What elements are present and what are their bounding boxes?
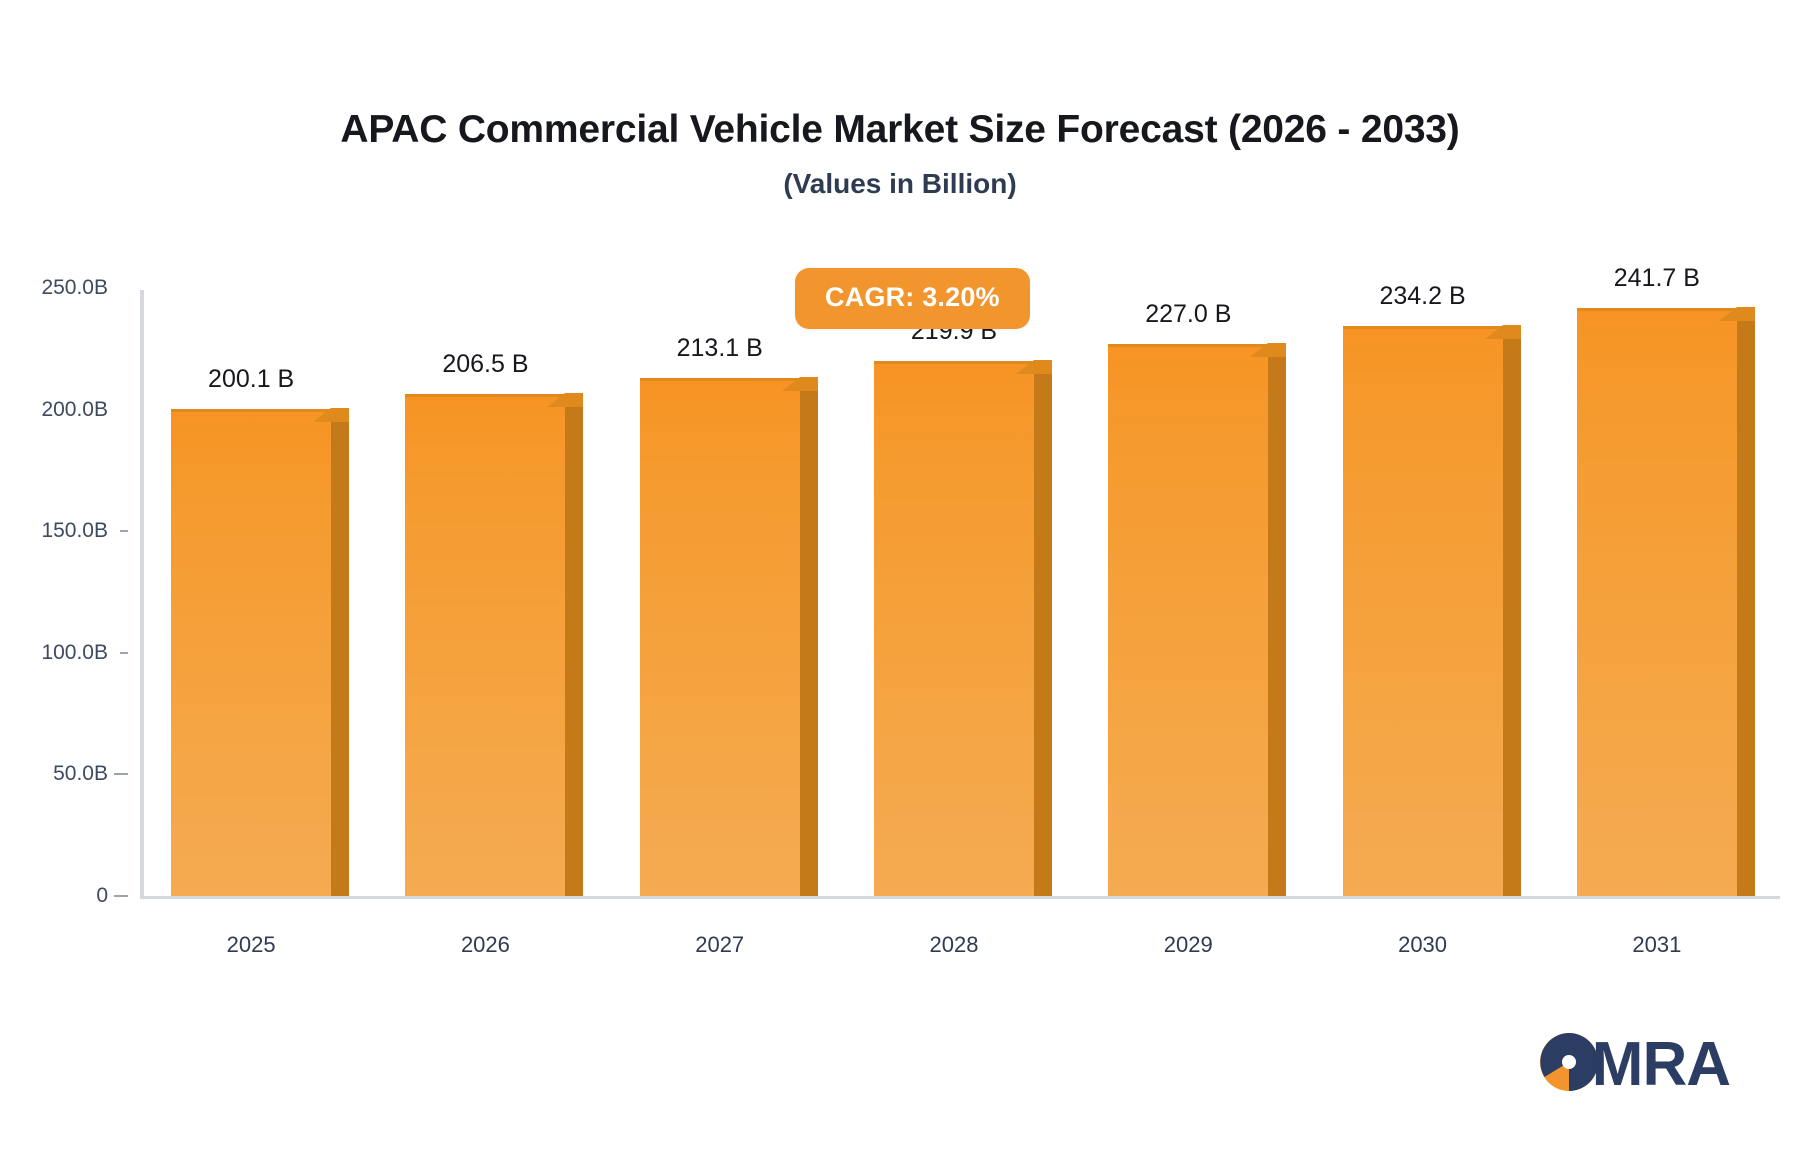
bar-top-edge: [171, 409, 332, 413]
bar[interactable]: [405, 392, 584, 896]
x-axis-tick-label: 2031: [1632, 932, 1682, 957]
bar-value-label: 241.7 B: [1613, 264, 1700, 293]
bar[interactable]: [1108, 342, 1287, 896]
x-axis-tick-label: 2029: [1163, 932, 1213, 957]
y-axis-tick-label: 250.0B: [41, 276, 108, 299]
bar-value-label: 200.1 B: [208, 365, 295, 394]
bar-top-edge: [405, 393, 566, 397]
brand-logo: MRA: [1536, 1029, 1731, 1100]
bar-side-face: [565, 405, 584, 896]
bar[interactable]: [1342, 325, 1521, 896]
x-axis-tick-label: 2027: [695, 932, 745, 957]
bar-top-edge: [1576, 308, 1737, 312]
y-axis-tick-label: 100.0B: [41, 640, 108, 664]
bar-value-label: 213.1 B: [676, 333, 763, 362]
x-axis-tick-label: 2030: [1398, 932, 1448, 957]
bar-face: [639, 377, 800, 896]
bar-face: [1342, 326, 1503, 896]
bar-side-face: [1034, 373, 1052, 896]
bar-side-face: [1502, 338, 1521, 896]
y-axis-line: [140, 290, 144, 898]
pie-chart-icon: [1536, 1029, 1602, 1100]
bar-side-face: [1268, 355, 1287, 896]
bar-value-label: 206.5 B: [442, 349, 529, 378]
x-axis-tick-label: 2028: [929, 932, 979, 957]
bar-top-edge: [1108, 343, 1269, 347]
y-axis-tick-label: 50.0B: [53, 762, 108, 786]
bar[interactable]: [639, 376, 818, 896]
y-axis-tick-mark: [114, 895, 128, 897]
bar[interactable]: [171, 408, 350, 896]
x-axis-line: [140, 896, 1780, 899]
bar-value-label: 234.2 B: [1379, 282, 1466, 311]
y-axis-tick-label: 150.0B: [41, 519, 108, 543]
bar-value-label: 227.0 B: [1145, 299, 1232, 328]
bar-face: [874, 361, 1034, 896]
bar-top-edge: [639, 377, 800, 381]
y-axis-tick-mark: [120, 651, 128, 654]
x-axis-tick-label: 2025: [226, 932, 276, 957]
bar-face: [171, 409, 332, 896]
bar-side-face: [1736, 320, 1755, 896]
bar-side-face: [799, 389, 818, 896]
bar-face: [405, 393, 566, 896]
bar[interactable]: [874, 360, 1052, 896]
page-title: APAC Commercial Vehicle Market Size Fore…: [340, 108, 1460, 151]
plot-area: [140, 290, 1780, 899]
y-axis-tick-mark: [120, 530, 128, 533]
bar-face: [1576, 308, 1737, 896]
cagr-badge: CAGR: 3.20%: [795, 268, 1030, 329]
chart-subtitle: (Values in Billion): [783, 168, 1017, 199]
y-axis-tick-label: 200.0B: [41, 397, 108, 421]
x-axis-tick-label: 2026: [460, 932, 510, 957]
bar[interactable]: [1576, 307, 1755, 896]
bar-side-face: [331, 421, 350, 896]
bar-face: [1108, 343, 1269, 896]
y-axis-tick-mark: [114, 773, 128, 776]
logo-text: MRA: [1591, 1029, 1731, 1099]
bar-top-edge: [874, 361, 1034, 365]
bar-top-edge: [1342, 326, 1503, 330]
y-axis-tick-label: 0: [96, 884, 108, 907]
